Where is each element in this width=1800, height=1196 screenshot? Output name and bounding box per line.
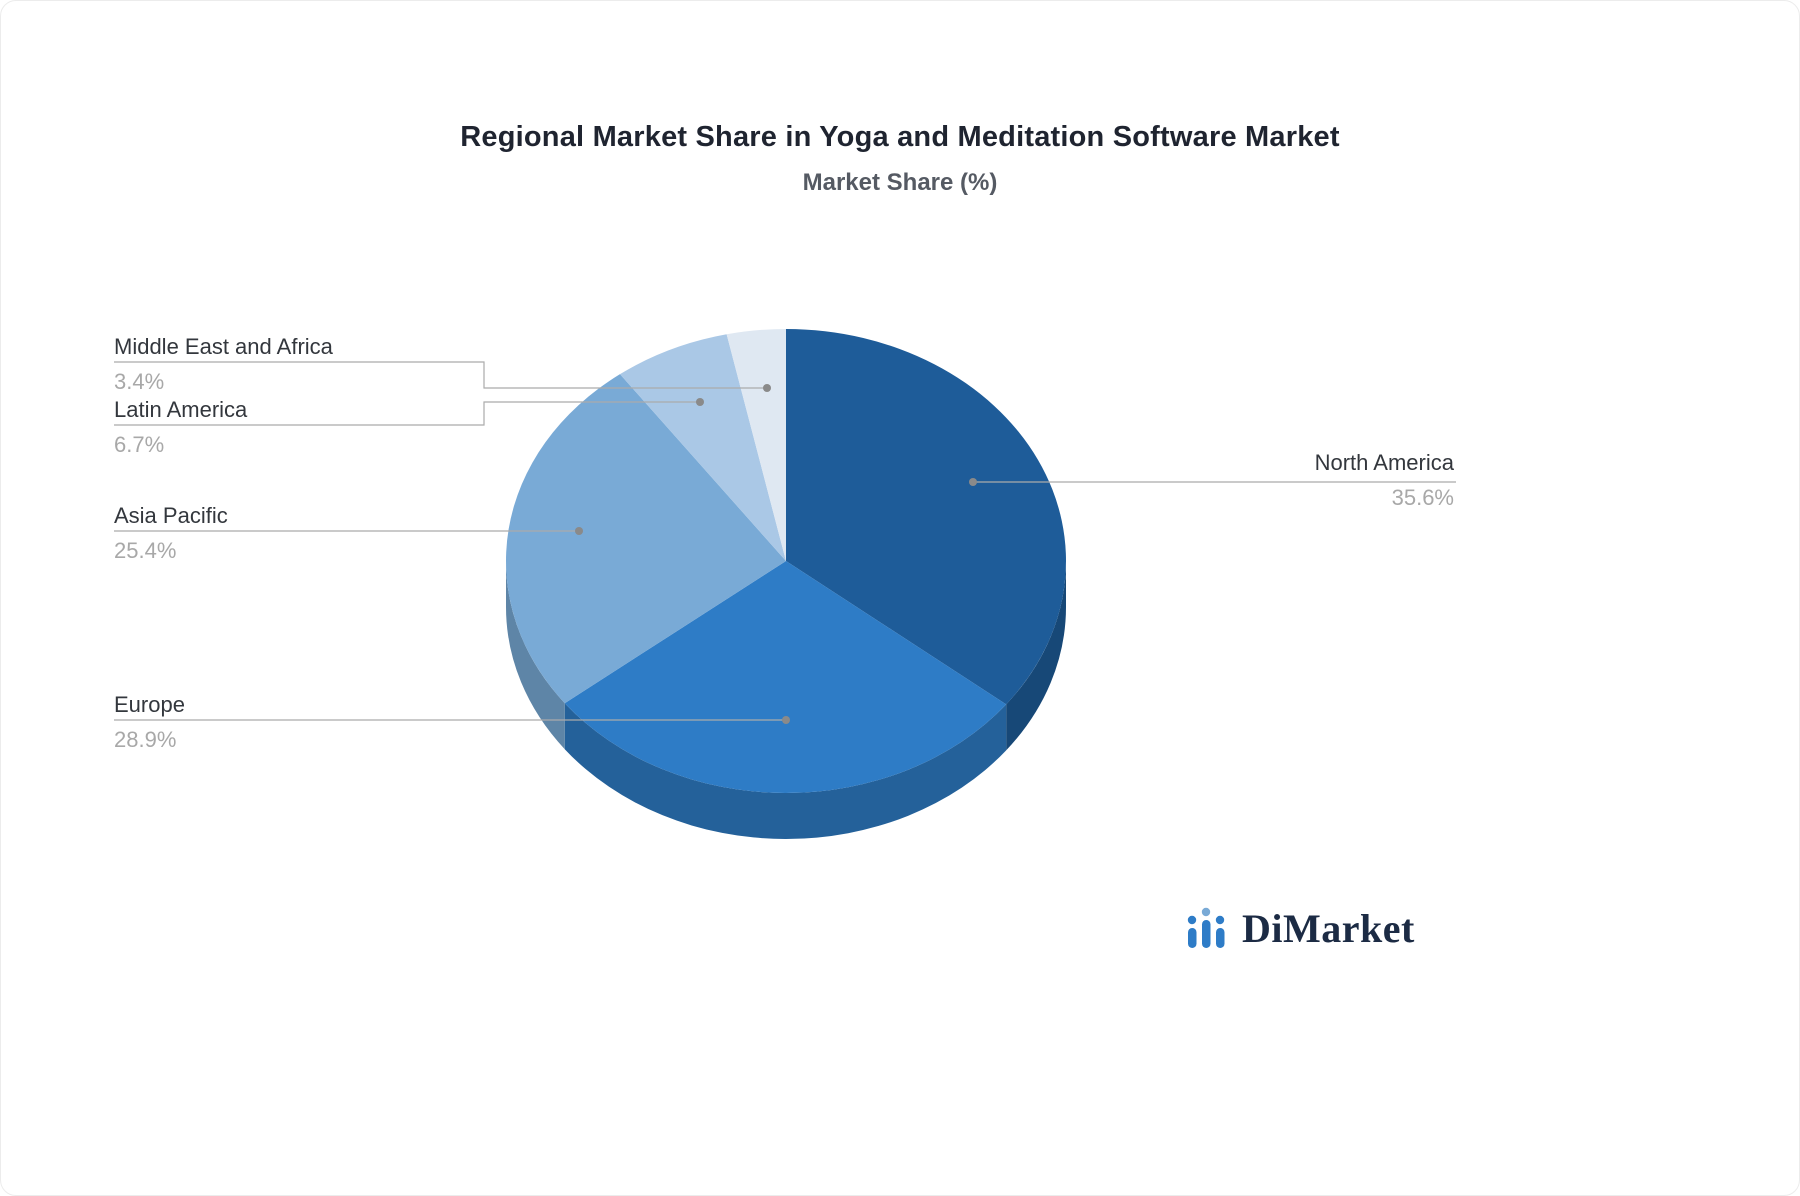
category-value: 28.9%	[114, 727, 177, 752]
pie-slice-0	[786, 329, 1066, 705]
callout-dot-1	[782, 716, 790, 724]
pie-side-2	[506, 561, 565, 750]
category-value: 6.7%	[114, 432, 165, 457]
category-value: 35.6%	[1391, 485, 1454, 510]
category-name: Europe	[114, 692, 185, 717]
label-europe: Europe 28.9%	[114, 692, 534, 753]
callout-dot-2	[575, 527, 583, 535]
pie-side-1	[564, 703, 1007, 839]
label-asia-pacific: Asia Pacific 25.4%	[114, 503, 534, 564]
brand-logo: DiMarket	[1184, 904, 1415, 952]
callout-dot-3	[696, 398, 704, 406]
category-value: 25.4%	[114, 538, 177, 563]
label-latin-america: Latin America 6.7%	[114, 397, 534, 458]
chart-subtitle: Market Share (%)	[802, 169, 998, 196]
callout-line-4	[114, 361, 767, 389]
pie-slice-4	[726, 329, 786, 561]
brand-logo-text: DiMarket	[1242, 905, 1415, 951]
pie-slice-3	[620, 334, 786, 561]
bar-chart-dots-icon	[1187, 907, 1225, 948]
category-name: North America	[1314, 450, 1454, 475]
label-north-america: North America 35.6%	[1034, 450, 1454, 511]
callout-dot-4	[763, 384, 771, 392]
pie-slice-2	[505, 374, 786, 704]
category-name: Middle East and Africa	[114, 334, 333, 359]
callout-line-3	[114, 401, 700, 426]
chart-title: Regional Market Share in Yoga and Medita…	[460, 121, 1340, 153]
category-name: Asia Pacific	[114, 503, 228, 528]
category-name: Latin America	[114, 397, 248, 422]
pie-side-0	[1006, 561, 1066, 751]
category-value: 3.4%	[114, 369, 165, 394]
pie-slice-1	[564, 561, 1007, 793]
callout-dot-0	[969, 478, 977, 486]
label-middle-east-and-africa: Middle East and Africa 3.4%	[114, 334, 534, 395]
